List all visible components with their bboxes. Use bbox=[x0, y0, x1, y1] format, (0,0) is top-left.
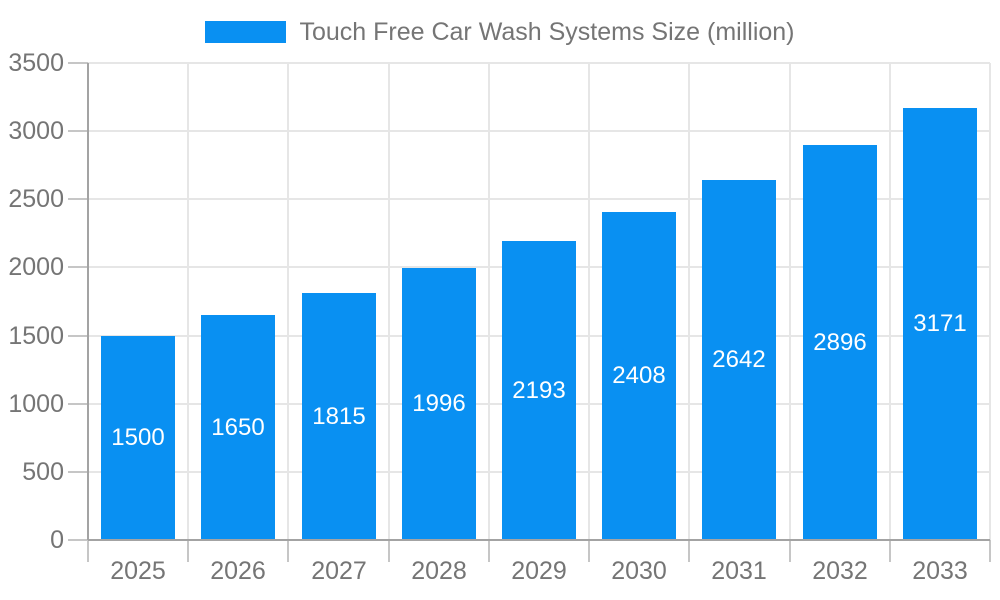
x-axis-tick-label: 2030 bbox=[611, 557, 667, 585]
x-axis-tick bbox=[688, 540, 691, 562]
y-axis-tick bbox=[68, 470, 88, 473]
bar-value-label: 2193 bbox=[512, 377, 566, 404]
legend-label: Touch Free Car Wash Systems Size (millio… bbox=[299, 17, 795, 46]
y-axis-tick bbox=[68, 62, 88, 64]
gridline-vertical bbox=[588, 63, 591, 540]
gridline-vertical bbox=[287, 63, 290, 540]
bar-value-label: 3171 bbox=[913, 310, 967, 337]
y-axis-tick bbox=[68, 130, 88, 133]
y-axis-tick bbox=[68, 266, 88, 269]
gridline-vertical bbox=[788, 63, 791, 540]
bar-2028[interactable]: 1996 bbox=[402, 268, 476, 540]
gridline-vertical bbox=[688, 63, 691, 540]
bar-2025[interactable]: 1500 bbox=[101, 336, 175, 540]
bar-2030[interactable]: 2408 bbox=[602, 212, 676, 540]
bar-value-label: 2642 bbox=[712, 346, 766, 373]
y-axis-tick-label: 1000 bbox=[8, 389, 64, 418]
bar-2029[interactable]: 2193 bbox=[502, 241, 576, 540]
x-axis-tick bbox=[487, 540, 490, 562]
bar-2033[interactable]: 3171 bbox=[903, 108, 977, 540]
x-axis-tick-label: 2028 bbox=[411, 557, 467, 585]
x-axis-tick-label: 2026 bbox=[210, 557, 266, 585]
y-axis-tick-label: 3500 bbox=[8, 49, 64, 77]
bar-2026[interactable]: 1650 bbox=[201, 315, 275, 540]
bar-2031[interactable]: 2642 bbox=[702, 180, 776, 540]
x-axis-tick bbox=[888, 540, 891, 562]
gridline-vertical bbox=[387, 63, 390, 540]
x-axis-tick bbox=[387, 540, 390, 562]
y-axis-tick-label: 500 bbox=[22, 457, 64, 486]
bar-value-label: 1996 bbox=[412, 390, 466, 417]
x-axis-tick bbox=[187, 540, 190, 562]
y-axis-tick-label: 1500 bbox=[8, 321, 64, 350]
x-axis-tick bbox=[87, 540, 89, 562]
x-axis-tick-label: 2027 bbox=[311, 557, 367, 585]
y-axis-tick-label: 2000 bbox=[8, 253, 64, 282]
y-axis-tick-label: 0 bbox=[50, 526, 64, 554]
x-axis-tick bbox=[287, 540, 290, 562]
x-axis-tick-label: 2029 bbox=[511, 557, 567, 585]
chart-legend-item[interactable]: Touch Free Car Wash Systems Size (millio… bbox=[0, 17, 1000, 47]
y-axis-tick-label: 3000 bbox=[8, 117, 64, 146]
x-axis-tick bbox=[989, 540, 991, 562]
gridline-horizontal bbox=[88, 130, 990, 133]
x-axis-tick-label: 2033 bbox=[912, 557, 968, 585]
x-axis-tick bbox=[588, 540, 591, 562]
gridline-vertical bbox=[888, 63, 891, 540]
gridline-vertical bbox=[487, 63, 490, 540]
y-axis-tick bbox=[68, 198, 88, 201]
bar-value-label: 2896 bbox=[813, 329, 867, 356]
x-axis-line bbox=[88, 539, 990, 541]
bar-2032[interactable]: 2896 bbox=[803, 145, 877, 540]
y-axis-tick bbox=[68, 402, 88, 405]
bar-2027[interactable]: 1815 bbox=[302, 293, 376, 540]
y-axis-tick bbox=[68, 539, 88, 541]
y-axis-tick-label: 2500 bbox=[8, 185, 64, 214]
gridline-horizontal bbox=[88, 62, 990, 64]
bar-value-label: 1815 bbox=[312, 403, 366, 430]
x-axis-tick-label: 2032 bbox=[812, 557, 868, 585]
bar-value-label: 1500 bbox=[111, 424, 165, 451]
x-axis-tick bbox=[788, 540, 791, 562]
gridline-vertical bbox=[187, 63, 190, 540]
bar-value-label: 2408 bbox=[612, 362, 666, 389]
x-axis-tick-label: 2031 bbox=[711, 557, 767, 585]
y-axis-tick bbox=[68, 334, 88, 337]
legend-color-swatch bbox=[205, 21, 287, 43]
x-axis-tick-label: 2025 bbox=[110, 557, 166, 585]
bar-value-label: 1650 bbox=[211, 414, 265, 441]
y-axis-line bbox=[87, 63, 89, 540]
gridline-horizontal bbox=[88, 198, 990, 201]
gridline-vertical bbox=[989, 63, 991, 540]
